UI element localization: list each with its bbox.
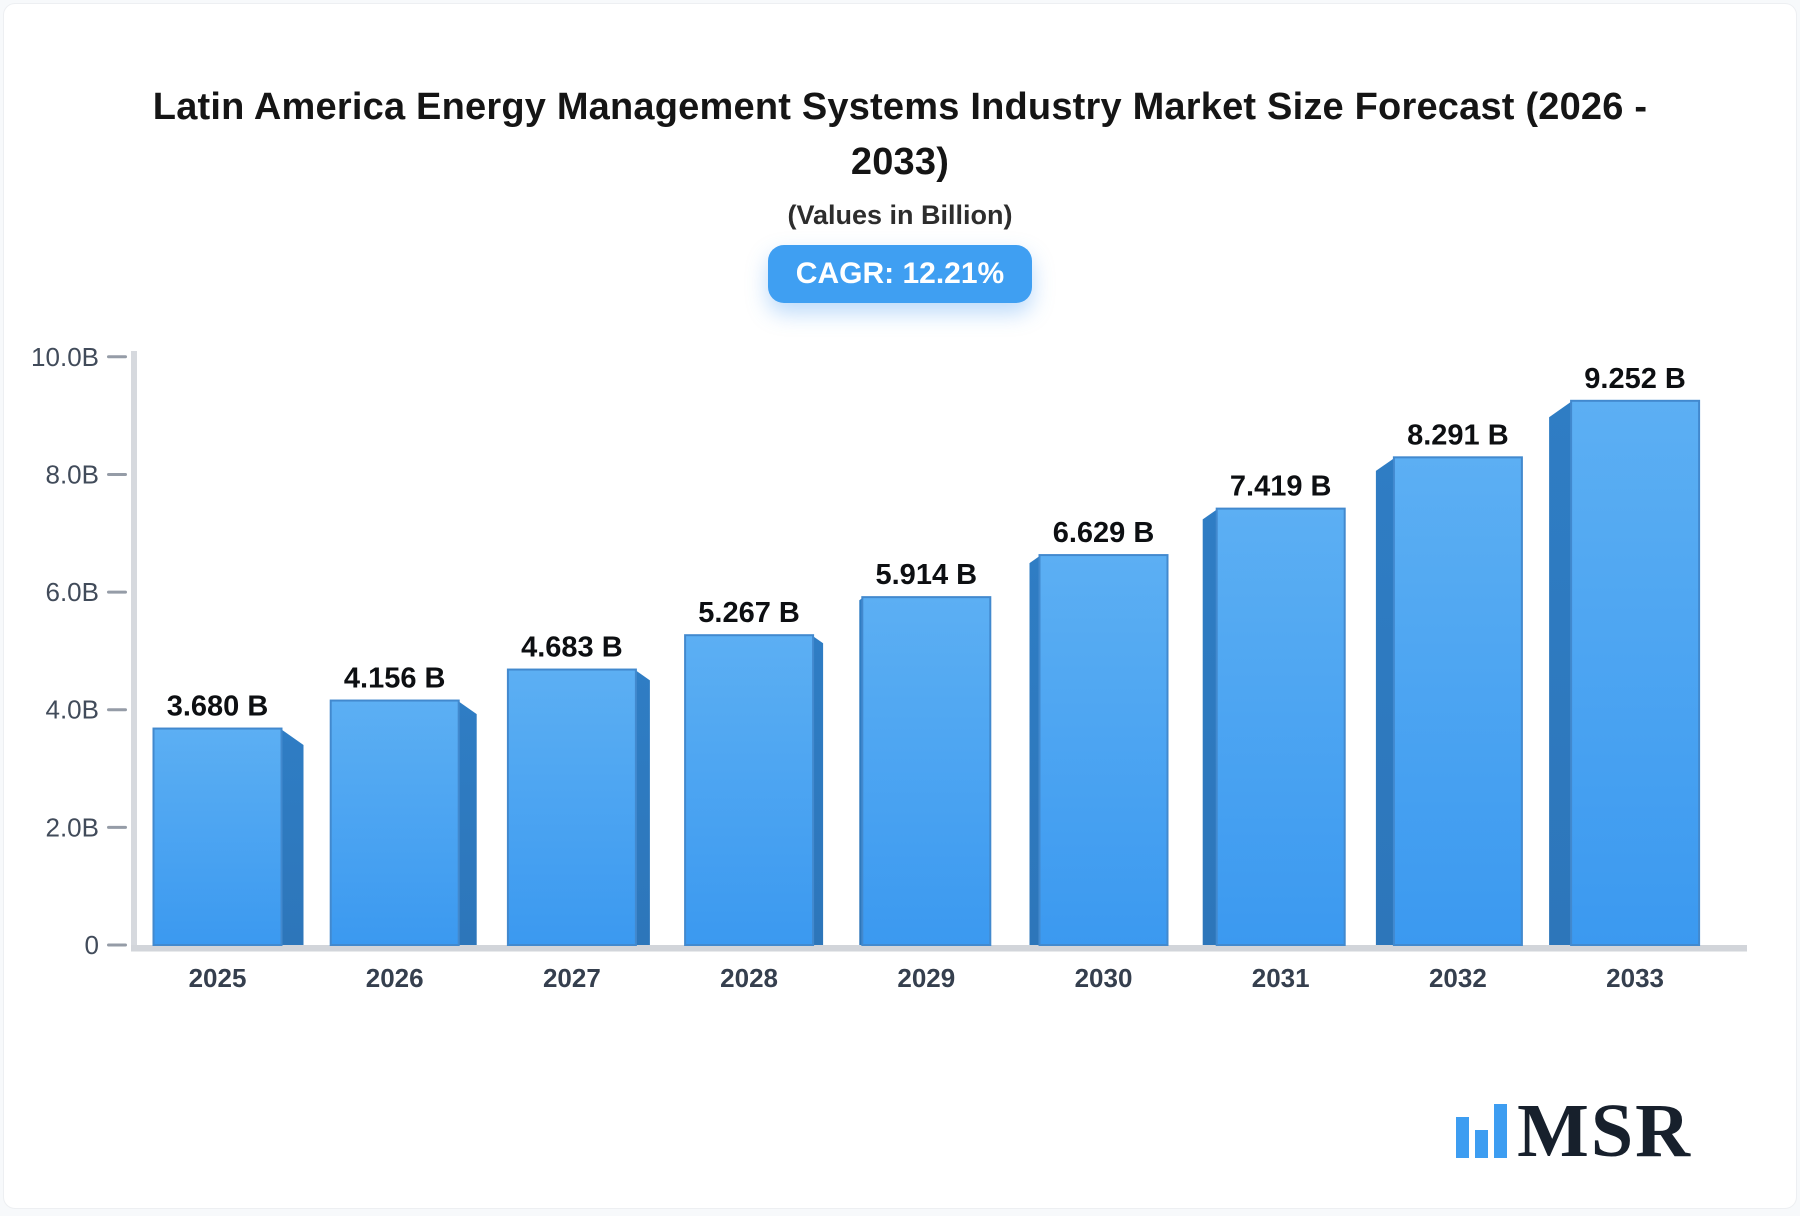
- bar-2028[interactable]: [684, 634, 815, 946]
- logo-bar-icon: [1456, 1117, 1470, 1158]
- value-label: 4.156 B: [344, 663, 446, 695]
- chart-title: Latin America Energy Management Systems …: [152, 86, 1648, 184]
- logo-text: MSR: [1517, 1089, 1692, 1174]
- value-label: 7.419 B: [1230, 471, 1332, 503]
- bar-side-face: [1202, 509, 1217, 945]
- bar-chart-icon: [1456, 1104, 1508, 1158]
- y-tick-label: 0: [85, 930, 99, 960]
- y-tick-mark: [107, 943, 127, 947]
- value-label: 8.291 B: [1407, 419, 1509, 451]
- bar-group-2032: 8.291 B 2032: [1375, 419, 1523, 993]
- chart-subtitle: (Values in Billion): [787, 200, 1013, 231]
- bar-2031[interactable]: [1215, 507, 1346, 946]
- y-tick-mark: [107, 355, 127, 359]
- bar-2026[interactable]: [329, 699, 460, 946]
- bar-side-face: [458, 701, 477, 945]
- bar-side-face: [635, 670, 650, 945]
- logo-bar-icon: [1475, 1130, 1489, 1158]
- x-tick-label: 2026: [366, 963, 424, 993]
- value-label: 3.680 B: [167, 691, 269, 723]
- bar-group-2026: 4.156 B 2026: [329, 663, 477, 993]
- bar-2030[interactable]: [1038, 554, 1169, 946]
- chart-header: Latin America Energy Management Systems …: [4, 4, 1796, 304]
- bar-group-2030: 6.629 B 2030: [1029, 517, 1169, 993]
- y-tick-mark: [107, 825, 127, 829]
- bar-2033[interactable]: [1570, 399, 1701, 946]
- cagr-badge-row: CAGR: 12.21%: [4, 245, 1796, 304]
- value-label: 4.683 B: [521, 632, 623, 664]
- value-label: 5.267 B: [698, 597, 800, 629]
- x-tick-label: 2028: [720, 963, 778, 993]
- bar-group-2027: 4.683 B 2027: [506, 632, 650, 993]
- y-tick-mark: [107, 472, 127, 476]
- y-tick-label: 6.0B: [46, 577, 100, 607]
- y-tick-label: 2.0B: [46, 812, 100, 842]
- bar-2025[interactable]: [152, 727, 283, 947]
- bar-side-face: [1375, 458, 1394, 945]
- x-tick-label: 2029: [897, 963, 955, 993]
- x-tick-label: 2030: [1075, 963, 1133, 993]
- bar-2027[interactable]: [506, 668, 637, 947]
- msr-logo: MSR: [1456, 1089, 1692, 1174]
- cagr-badge: CAGR: 12.21%: [767, 245, 1033, 304]
- bar-chart: 0 2.0B 4.0B 6.0B 8.0B 10.0B 3.680 B 2025 4.156 B…: [31, 342, 1747, 993]
- bar-group-2025: 3.680 B 2025: [152, 691, 304, 993]
- y-tick-label: 8.0B: [46, 459, 100, 489]
- value-label: 9.252 B: [1584, 363, 1686, 395]
- chart-card: Latin America Energy Management Systems …: [3, 3, 1797, 1209]
- x-tick-label: 2027: [543, 963, 601, 993]
- y-tick-label: 10.0B: [31, 342, 99, 372]
- x-tick-label: 2025: [189, 963, 247, 993]
- y-tick-label: 4.0B: [46, 695, 100, 725]
- y-tick-mark: [107, 590, 127, 594]
- bar-group-2031: 7.419 B 2031: [1202, 471, 1346, 993]
- bar-group-2029: 5.914 B 2029: [859, 559, 992, 993]
- bar-group-2028: 5.267 B 2028: [684, 597, 824, 993]
- x-tick-label: 2031: [1252, 963, 1310, 993]
- logo-bar-icon: [1494, 1104, 1508, 1158]
- bar-side-face: [1549, 401, 1572, 945]
- y-axis-line: [131, 351, 137, 951]
- bar-2029[interactable]: [861, 596, 992, 947]
- x-tick-label: 2032: [1429, 963, 1487, 993]
- bar-side-face: [1029, 556, 1040, 945]
- bar-group-2033: 9.252 B 2033: [1549, 363, 1701, 993]
- bar-side-face: [813, 636, 824, 945]
- value-label: 6.629 B: [1053, 517, 1155, 549]
- value-label: 5.914 B: [876, 559, 978, 591]
- y-tick-mark: [107, 708, 127, 712]
- bar-2032[interactable]: [1392, 456, 1523, 946]
- bar-side-face: [281, 729, 304, 945]
- x-axis-line: [131, 945, 1747, 952]
- x-tick-label: 2033: [1606, 963, 1664, 993]
